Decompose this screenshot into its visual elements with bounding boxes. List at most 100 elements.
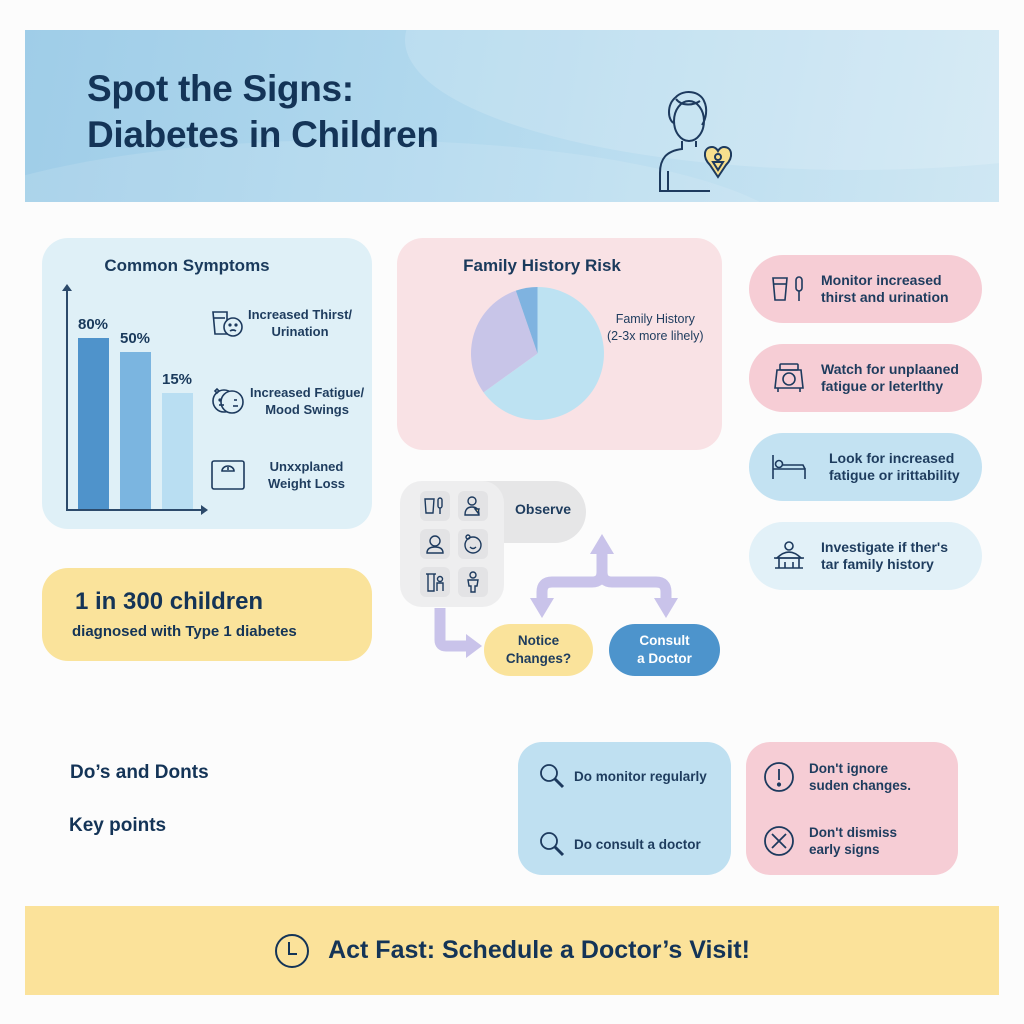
header-banner: Spot the Signs: Diabetes in Children [25,30,999,202]
dont-item: Don't dismiss early signs [763,824,897,858]
symptom-label: Unxxplaned Weight Loss [268,458,345,492]
call-to-action-banner: Act Fast: Schedule a Doctor’s Visit! [25,906,999,995]
dont-text-line: Don't ignore [809,761,888,776]
tip-text-line: thirst and urination [821,289,949,305]
arrow-head-down [530,598,554,618]
chart-x-axis [66,505,208,515]
doctor-icon [458,491,488,521]
symptom-label-line: Unxxplaned [269,459,344,474]
statistic-value: 1 in 300 children [75,588,264,615]
child-standing-icon [458,567,488,597]
magnifier-icon [540,764,565,789]
symptoms-card: Common Symptoms 80% 50% 15% Increased Th… [42,238,372,529]
pie-slice-other [471,290,538,393]
dos-card: Do monitor regularly Do consult a doctor [518,742,731,875]
clock-icon [275,933,310,968]
arrow-to-notice [434,608,468,652]
family-table-icon [774,541,804,569]
statistic-caption: diagnosed with Type 1 diabetes [72,623,297,640]
consult-doctor-step: Consult a Doctor [609,624,720,676]
page-title: Spot the Signs: Diabetes in Children [87,66,439,158]
magnifier-icon [540,832,565,857]
tip-text: Monitor increased thirst and urination [821,272,949,306]
tip-pill-investigate-history: Investigate if ther's tar family history [749,522,982,590]
tip-text-line: fatigue or leterlthy [821,378,944,394]
arrow-branch-right [596,571,672,600]
symptom-label-line: Urination [271,324,329,339]
bar-fatigue [120,352,151,509]
dont-text-line: Don't dismiss [809,825,897,840]
bar-weight-loss [162,393,193,509]
family-history-title: Family History Risk [463,256,621,275]
consult-label-line: Consult [639,633,690,648]
tip-text-line: tar family history [821,556,934,572]
symptom-label: Increased Fatigue/ Mood Swings [250,384,364,418]
donts-card: Don't ignore suden changes. Don't dismis… [746,742,958,875]
notice-label-line: Notice [517,633,560,648]
dont-text-line: early signs [809,842,880,857]
tip-text-line: Investigate if ther's [821,539,949,555]
pie-annotation: Family History (2-3x more lihely) [607,311,704,345]
observe-label: Observe [515,501,572,517]
symptom-label-line: Increased Fatigue/ [250,385,365,400]
family-history-card: Family History Risk Family History (2-3x… [397,238,722,450]
tip-text-line: Monitor increased [821,272,942,288]
tip-text-line: Watch for unplaaned [821,361,959,377]
tip-text: Look for increased fatigue or irittabili… [829,450,960,484]
family-history-pie-chart [471,287,604,420]
bar-value-label: 50% [119,330,151,347]
symptoms-title: Common Symptoms [104,256,270,275]
tip-text-line: fatigue or irittability [829,467,960,483]
tip-text: Investigate if ther's tar family history [821,539,948,573]
glass-and-face-icon [212,311,243,337]
arrow-branch-left [536,550,608,600]
consult-label-line: a Doctor [637,651,692,666]
pie-slice-small [515,287,538,354]
pie-slice-family-history [483,287,604,420]
dos-donts-heading: Do’s and Donts [70,762,209,783]
scale-icon [211,460,245,490]
page-title-line2: Diabetes in Children [87,114,439,155]
tip-pill-watch-fatigue: Watch for unplaaned fatigue or leterlthy [749,344,982,412]
pie-annotation-line: (2-3x more lihely) [607,329,704,343]
bar-value-label: 15% [161,371,193,388]
symptom-item: Increased Thirst/ Urination [210,306,352,340]
tip-text-line: Look for increased [829,450,955,466]
tip-text: Watch for unplaaned fatigue or leterlthy [821,361,959,395]
child-face-icon [420,529,450,559]
tip-pill-look-fatigue: Look for increased fatigue or irittabili… [749,433,982,501]
do-item: Do monitor regularly [538,762,707,790]
statistic-card: 1 in 300 children diagnosed with Type 1 … [42,568,372,661]
symptom-label: Increased Thirst/ Urination [248,306,352,340]
symptom-item: Unxxplaned Weight Loss [210,458,345,492]
observe-icon-panel [400,481,504,607]
baby-face-icon [458,529,488,559]
exclamation-circle-icon [764,762,794,792]
bar-thirst [78,338,109,509]
bar-value-label: 80% [77,316,109,333]
chart-y-axis [62,284,72,510]
symptom-label-line: Increased Thirst/ [248,307,353,322]
x-circle-icon [764,826,794,856]
page-title-line1: Spot the Signs: [87,68,354,109]
dont-item: Don't ignore suden changes. [763,760,911,794]
faces-icon [212,387,244,414]
family-icon [420,567,450,597]
glass-and-thermometer-icon [420,491,450,521]
pie-annotation-line: Family History [615,312,695,326]
do-text: Do consult a doctor [574,836,701,852]
do-item: Do consult a doctor [538,830,701,858]
key-points-heading: Key points [69,815,167,836]
child-with-heart-icon [659,91,732,192]
arrow-head-down [654,598,678,618]
notice-label-line: Changes? [505,651,572,666]
arrow-head-up [590,534,614,554]
flow-arrows [434,534,678,658]
scale-icon [774,363,804,392]
dont-text: Don't dismiss early signs [809,824,897,858]
tip-pill-monitor-thirst: Monitor increased thirst and urination [749,255,982,323]
do-text: Do monitor regularly [574,768,707,784]
notice-changes-step: Notice Changes? [484,624,593,676]
dont-text: Don't ignore suden changes. [809,760,911,794]
glass-and-thermometer-icon [772,276,803,301]
